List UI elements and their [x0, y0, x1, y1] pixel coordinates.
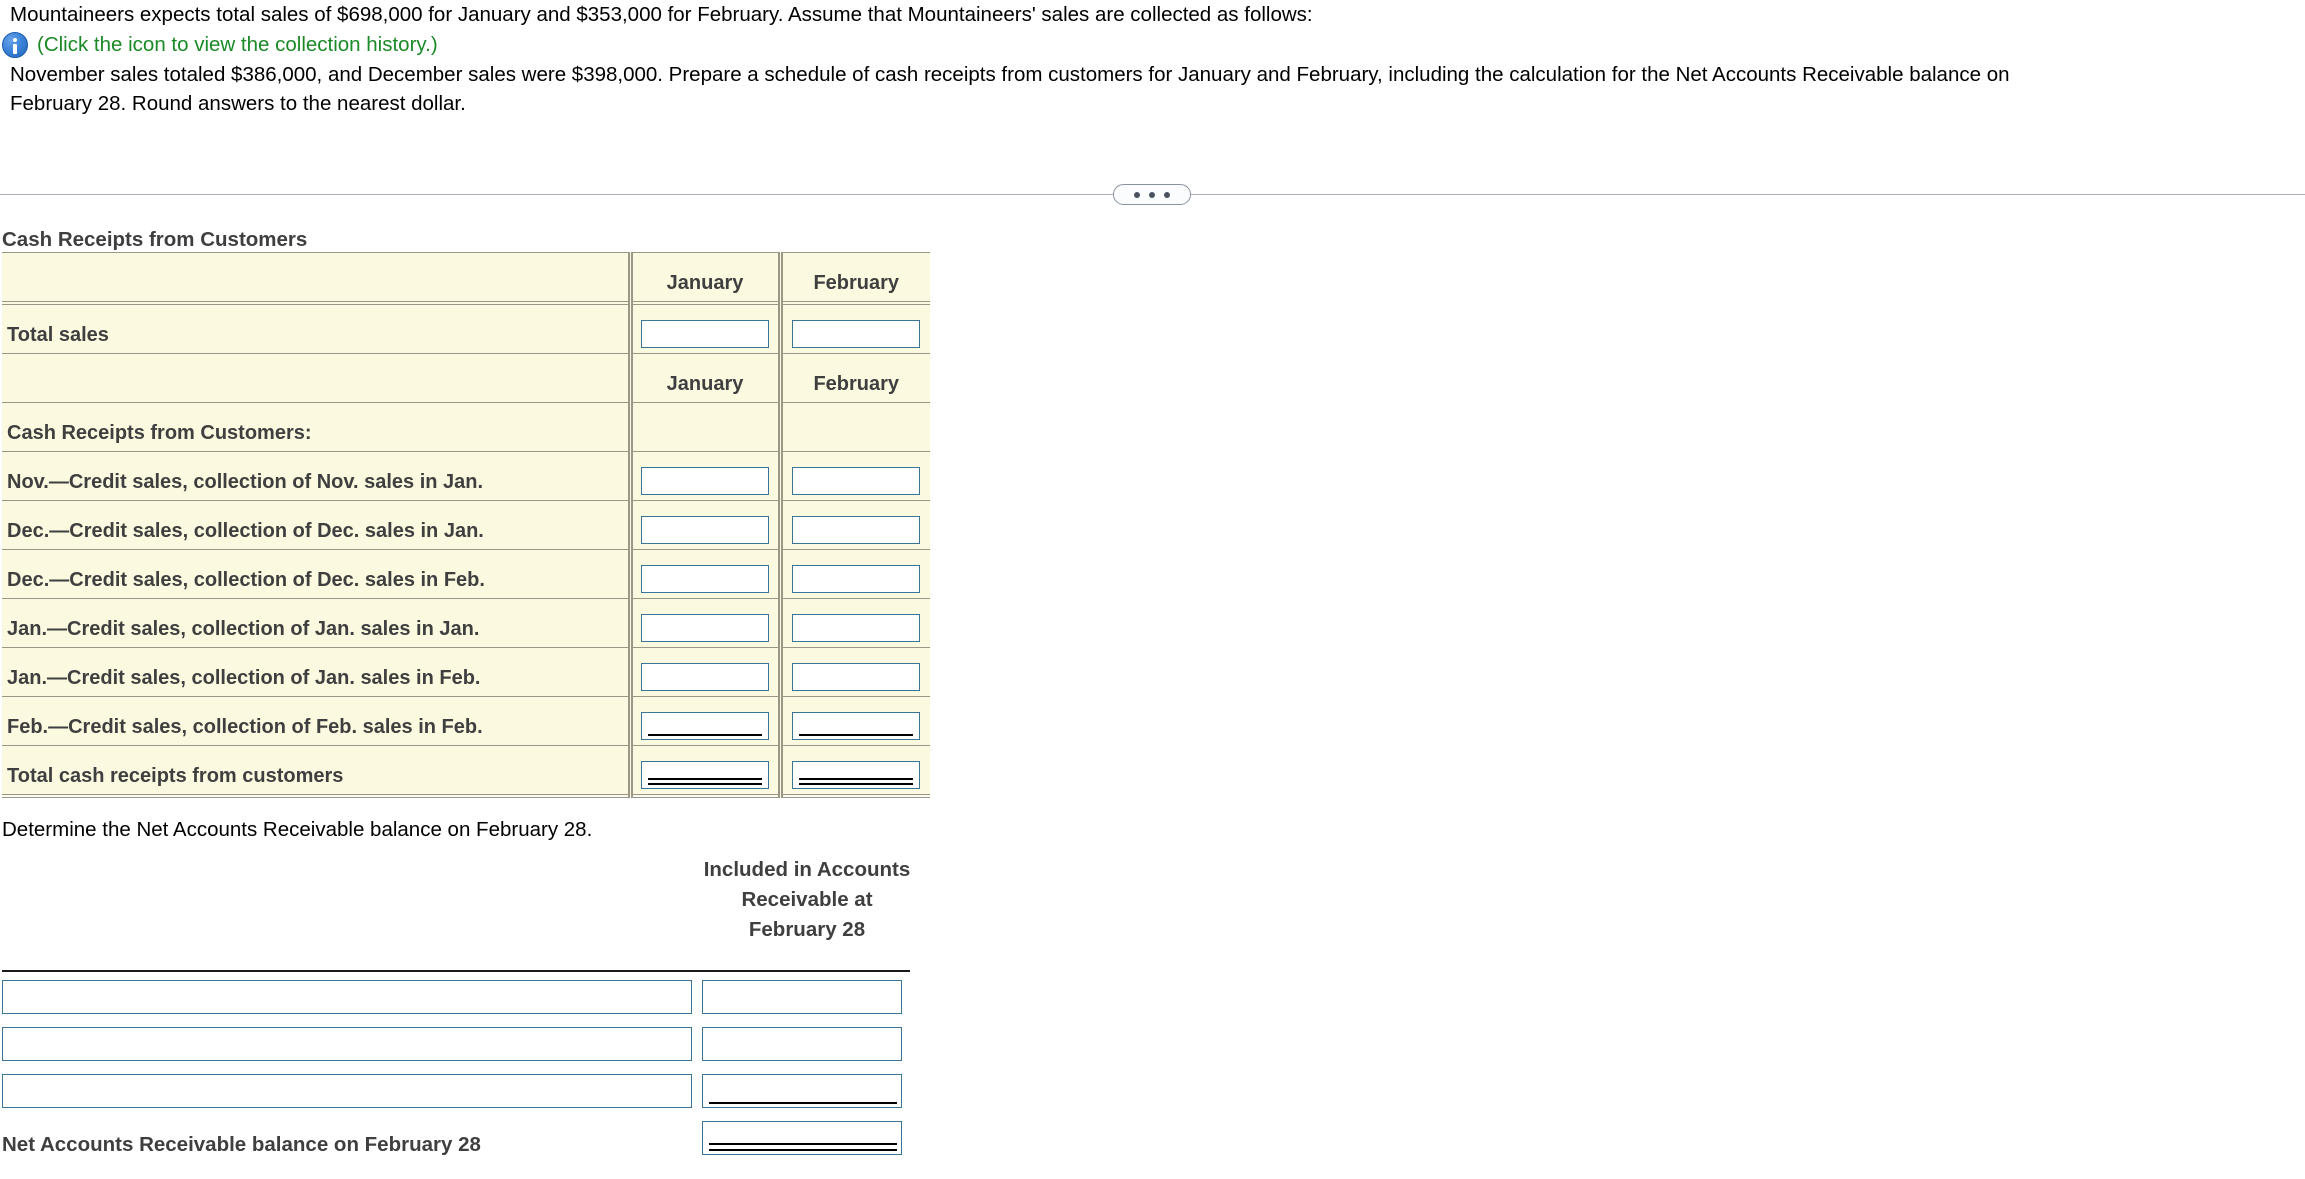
column-header-january-2: January	[627, 353, 780, 403]
table-row: January February	[2, 252, 930, 305]
row-label	[2, 353, 630, 403]
schedule-caption: Cash Receipts from Customers	[2, 228, 308, 251]
table-row: Feb.—Credit sales, collection of Feb. sa…	[2, 696, 930, 746]
table-row	[2, 978, 910, 1016]
input-feb-feb-february[interactable]	[792, 712, 921, 740]
table-row: Total sales	[2, 302, 930, 354]
column-header-january: January	[627, 252, 780, 305]
input-total-sales-february[interactable]	[792, 320, 921, 348]
dot-icon	[1164, 191, 1170, 198]
table-row: Jan.—Credit sales, collection of Jan. sa…	[2, 598, 930, 648]
input-nov-jan-january[interactable]	[641, 467, 769, 495]
cell-dec-feb-february[interactable]	[777, 549, 930, 599]
table-row: Cash Receipts from Customers:	[2, 402, 930, 452]
row-label-total-sales: Total sales	[2, 302, 630, 354]
info-icon[interactable]	[2, 32, 28, 58]
cell-nov-jan-january[interactable]	[627, 451, 780, 501]
table-row: January February	[2, 353, 930, 403]
table-row: Dec.—Credit sales, collection of Dec. sa…	[2, 549, 930, 599]
table-row: Net Accounts Receivable balance on Febru…	[2, 1119, 910, 1157]
row-label-dec-collection-feb: Dec.—Credit sales, collection of Dec. sa…	[2, 549, 630, 599]
input-dec-jan-january[interactable]	[641, 516, 769, 544]
row-label-net-ar-balance: Net Accounts Receivable balance on Febru…	[2, 1133, 481, 1156]
table-row: Total cash receipts from customers	[2, 745, 930, 798]
input-dec-feb-february[interactable]	[792, 565, 921, 593]
table-row: Jan.—Credit sales, collection of Jan. sa…	[2, 647, 930, 697]
dot-icon	[1134, 191, 1140, 198]
net-ar-prompt: Determine the Net Accounts Receivable ba…	[2, 818, 593, 841]
cell-dec-jan-february[interactable]	[777, 500, 930, 550]
cell-feb-feb-january[interactable]	[627, 696, 780, 746]
cell-total-receipts-january[interactable]	[627, 745, 780, 798]
expand-collapse-button[interactable]	[1113, 184, 1191, 205]
input-jan-jan-january[interactable]	[641, 614, 769, 642]
input-dec-feb-january[interactable]	[641, 565, 769, 593]
ar-header-rule	[2, 970, 910, 972]
cell-jan-feb-february[interactable]	[777, 647, 930, 697]
input-ar-label-3[interactable]	[2, 1074, 692, 1108]
ar-column-header: Included in Accounts Receivable at Febru…	[703, 858, 911, 941]
input-ar-value-3[interactable]	[702, 1074, 902, 1108]
input-net-ar-balance[interactable]	[702, 1121, 902, 1155]
collection-history-link[interactable]: (Click the icon to view the collection h…	[37, 33, 438, 56]
table-row	[2, 1025, 910, 1063]
input-total-receipts-january[interactable]	[641, 761, 769, 789]
table-row: Nov.—Credit sales, collection of Nov. sa…	[2, 451, 930, 501]
cell-dec-jan-january[interactable]	[627, 500, 780, 550]
cell-empty-january	[627, 402, 780, 452]
input-nov-jan-february[interactable]	[792, 467, 921, 495]
input-ar-label-2[interactable]	[2, 1027, 692, 1061]
row-label-nov-collection-jan: Nov.—Credit sales, collection of Nov. sa…	[2, 451, 630, 501]
table-row: Dec.—Credit sales, collection of Dec. sa…	[2, 500, 930, 550]
row-label-section-cash-receipts: Cash Receipts from Customers:	[2, 402, 630, 452]
input-total-sales-january[interactable]	[641, 320, 769, 348]
instructions-line-1: November sales totaled $386,000, and Dec…	[10, 63, 2010, 86]
cell-empty-february	[777, 402, 930, 452]
row-label-jan-collection-jan: Jan.—Credit sales, collection of Jan. sa…	[2, 598, 630, 648]
input-feb-feb-january[interactable]	[641, 712, 769, 740]
input-jan-feb-january[interactable]	[641, 663, 769, 691]
dot-icon	[1149, 191, 1155, 198]
section-divider	[0, 184, 2305, 205]
cell-nov-jan-february[interactable]	[777, 451, 930, 501]
input-dec-jan-february[interactable]	[792, 516, 921, 544]
cell-total-receipts-february[interactable]	[777, 745, 930, 798]
row-label-dec-collection-jan: Dec.—Credit sales, collection of Dec. sa…	[2, 500, 630, 550]
input-jan-jan-february[interactable]	[792, 614, 921, 642]
cell-total-sales-february[interactable]	[777, 302, 930, 354]
input-ar-value-1[interactable]	[702, 980, 902, 1014]
cell-dec-feb-january[interactable]	[627, 549, 780, 599]
row-label-jan-collection-feb: Jan.—Credit sales, collection of Jan. sa…	[2, 647, 630, 697]
cell-jan-jan-february[interactable]	[777, 598, 930, 648]
intro-sentence: Mountaineers expects total sales of $698…	[2, 0, 1321, 29]
cell-jan-feb-january[interactable]	[627, 647, 780, 697]
collection-history-icon-row: (Click the icon to view the collection h…	[2, 32, 438, 58]
input-total-receipts-february[interactable]	[792, 761, 921, 789]
column-header-february-2: February	[777, 353, 930, 403]
input-jan-feb-february[interactable]	[792, 663, 921, 691]
table-row	[2, 1072, 910, 1110]
cell-total-sales-january[interactable]	[627, 302, 780, 354]
intro-sentence-text: Mountaineers expects total sales of $698…	[10, 3, 1313, 26]
cash-receipts-table: January February Total sales January Feb…	[2, 252, 930, 798]
cell-jan-jan-january[interactable]	[627, 598, 780, 648]
instructions-paragraph: November sales totaled $386,000, and Dec…	[2, 60, 2305, 118]
row-label-feb-collection-feb: Feb.—Credit sales, collection of Feb. sa…	[2, 696, 630, 746]
instructions-line-2: February 28. Round answers to the neares…	[10, 92, 466, 116]
input-ar-value-2[interactable]	[702, 1027, 902, 1061]
cell-feb-feb-february[interactable]	[777, 696, 930, 746]
row-label-total-cash-receipts: Total cash receipts from customers	[2, 745, 630, 798]
input-ar-label-1[interactable]	[2, 980, 692, 1014]
column-header-february: February	[777, 252, 930, 305]
row-label	[2, 252, 630, 305]
